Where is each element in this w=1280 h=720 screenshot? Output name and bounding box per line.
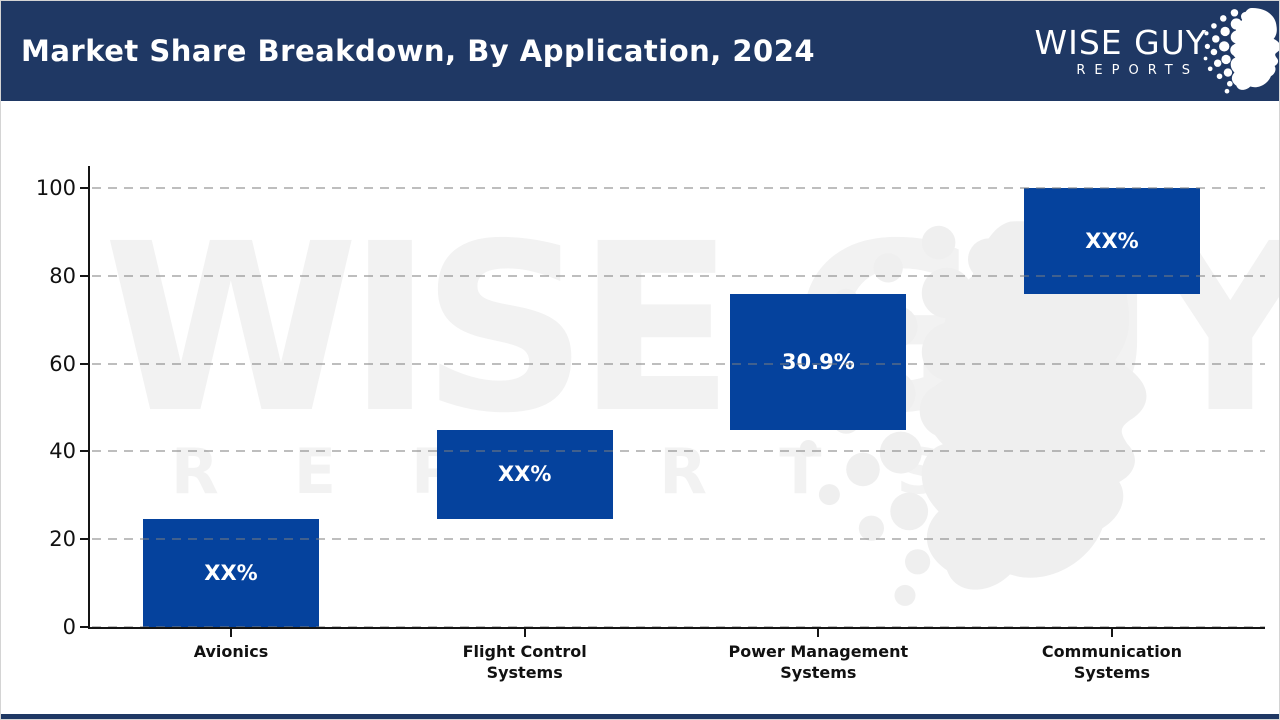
footer-bar [1,714,1279,719]
y-tick-mark [80,187,88,189]
x-tick-mark [230,629,232,637]
bar-value-label: XX% [204,560,258,585]
y-tick-mark [80,538,88,541]
gridline [92,362,1265,365]
gridline [92,274,1265,277]
y-tick-label: 80 [49,263,76,288]
bar-value-label: XX% [497,462,552,487]
y-tick-label: 0 [62,615,76,639]
x-category-label: Power Management Systems [728,642,909,682]
bar-segment: XX% [143,519,319,627]
brand-head-icon [1203,8,1279,94]
brand-logo: WISE GUY REPORTS [1029,1,1279,101]
bar-segment: XX% [436,429,613,519]
y-tick-mark [80,362,88,365]
x-axis-line [88,627,1265,629]
header: Market Share Breakdown, By Application, … [1,1,1279,101]
y-tick-label: 60 [49,351,76,376]
bar-segment: 30.9% [730,294,907,430]
bar-value-label: 30.9% [781,350,855,375]
x-tick-mark [817,629,820,637]
x-tick-mark [1111,629,1113,637]
gridline [92,187,1265,189]
x-category-label: Avionics [193,642,269,661]
y-tick-label: 20 [49,527,76,552]
x-category-label: Flight Control Systems [462,642,587,682]
gridline [92,450,1265,453]
bar-segment: XX% [1024,188,1200,295]
gridline [92,538,1265,541]
y-tick-mark [80,274,88,277]
y-tick-label: 40 [49,439,76,464]
bar-value-label: XX% [1085,229,1139,254]
page-title: Market Share Breakdown, By Application, … [21,34,816,68]
y-tick-label: 100 [35,176,76,200]
x-category-label: Communication Systems [1041,642,1183,682]
y-axis-line [88,166,90,629]
y-tick-mark [80,626,88,628]
brand-tagline-text: REPORTS [1076,63,1199,78]
brand-name-text: WISE GUY [1034,23,1207,62]
x-tick-mark [523,629,526,637]
y-tick-mark [80,450,88,453]
